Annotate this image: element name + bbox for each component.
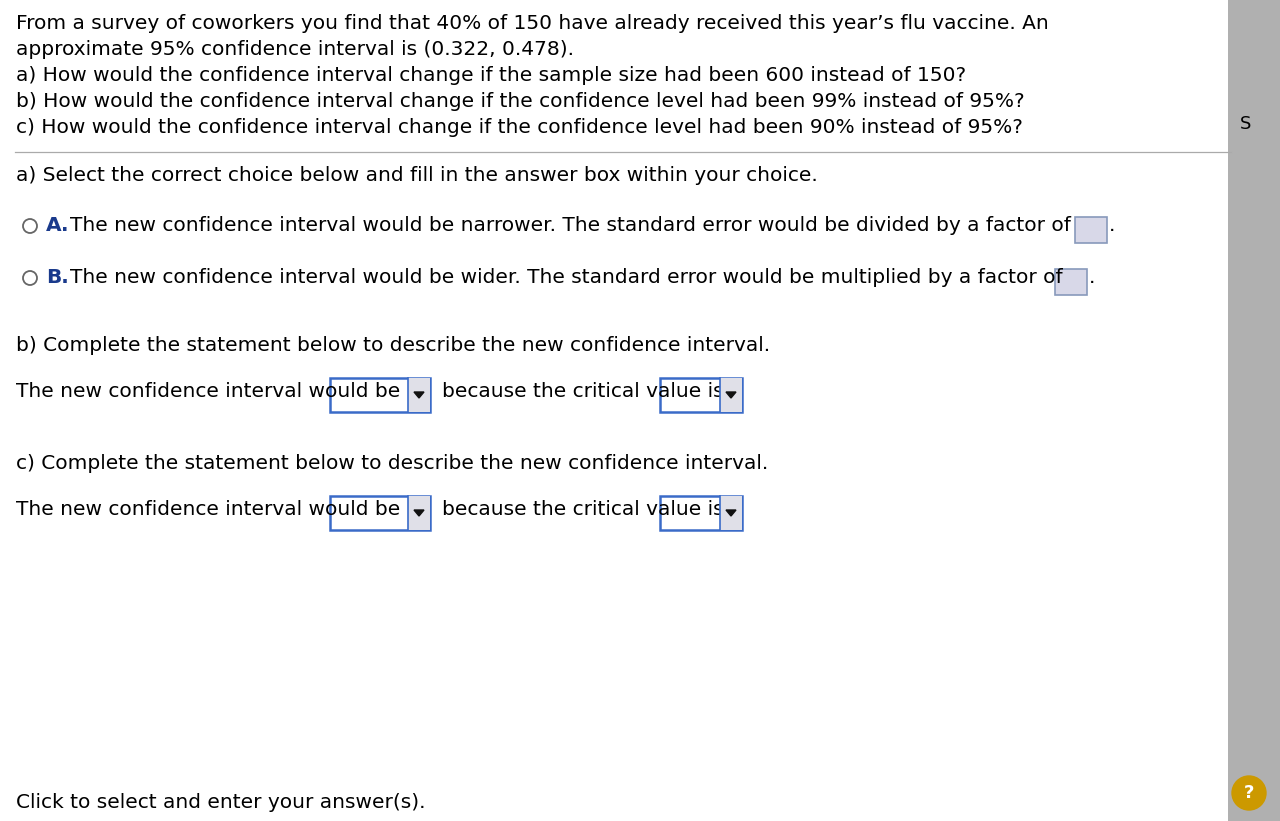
Text: c) How would the confidence interval change if the confidence level had been 90%: c) How would the confidence interval cha…	[15, 118, 1023, 137]
Text: A.: A.	[46, 216, 69, 235]
Text: because the critical value is: because the critical value is	[442, 500, 723, 519]
Text: because the critical value is: because the critical value is	[442, 382, 723, 401]
Bar	[408, 496, 430, 530]
Polygon shape	[413, 510, 424, 516]
Text: b) Complete the statement below to describe the new confidence interval.: b) Complete the statement below to descr…	[15, 336, 771, 355]
Text: The new confidence interval would be: The new confidence interval would be	[15, 382, 401, 401]
Text: S: S	[1240, 115, 1252, 133]
Bar	[1055, 269, 1087, 295]
Polygon shape	[726, 510, 736, 516]
Bar	[660, 496, 742, 530]
Bar	[330, 496, 430, 530]
Text: a) Select the correct choice below and fill in the answer box within your choice: a) Select the correct choice below and f…	[15, 166, 818, 185]
Text: The new confidence interval would be wider. The standard error would be multipli: The new confidence interval would be wid…	[70, 268, 1062, 287]
Polygon shape	[726, 392, 736, 398]
Text: From a survey of coworkers you find that 40% of 150 have already received this y: From a survey of coworkers you find that…	[15, 14, 1048, 33]
Polygon shape	[413, 392, 424, 398]
Text: The new confidence interval would be: The new confidence interval would be	[15, 500, 401, 519]
Bar	[719, 378, 742, 412]
Bar	[660, 378, 742, 412]
Text: ?: ?	[1244, 784, 1254, 802]
Text: a) How would the confidence interval change if the sample size had been 600 inst: a) How would the confidence interval cha…	[15, 66, 966, 85]
Text: B.: B.	[46, 268, 69, 287]
Text: The new confidence interval would be narrower. The standard error would be divid: The new confidence interval would be nar…	[70, 216, 1071, 235]
Text: approximate 95% confidence interval is (0.322, 0.478).: approximate 95% confidence interval is (…	[15, 40, 573, 59]
Bar	[408, 378, 430, 412]
Circle shape	[1231, 776, 1266, 810]
Text: c) Complete the statement below to describe the new confidence interval.: c) Complete the statement below to descr…	[15, 454, 768, 473]
Text: b) How would the confidence interval change if the confidence level had been 99%: b) How would the confidence interval cha…	[15, 92, 1024, 111]
Bar	[1228, 0, 1280, 821]
Text: .: .	[1108, 216, 1115, 235]
Text: Click to select and enter your answer(s).: Click to select and enter your answer(s)…	[15, 793, 425, 812]
Bar	[1075, 217, 1107, 243]
Bar	[719, 496, 742, 530]
Text: .: .	[1089, 268, 1096, 287]
Bar	[330, 378, 430, 412]
